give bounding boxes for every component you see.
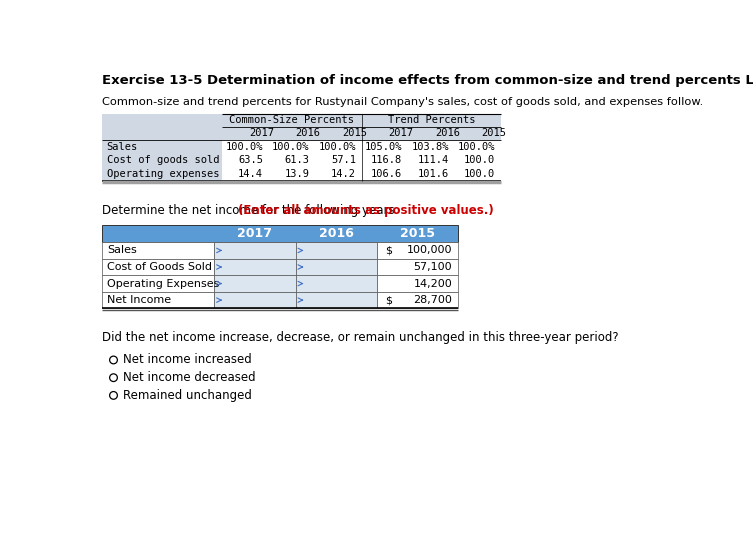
Text: 100.0%: 100.0% bbox=[272, 142, 309, 152]
Text: 116.8: 116.8 bbox=[371, 155, 402, 165]
Text: 106.6: 106.6 bbox=[371, 169, 402, 179]
Bar bbox=[377, 275, 459, 292]
Text: 2015: 2015 bbox=[342, 128, 367, 138]
Text: Exercise 13-5 Determination of income effects from common-size and trend percent: Exercise 13-5 Determination of income ef… bbox=[102, 74, 753, 87]
Bar bbox=[102, 242, 215, 259]
Bar bbox=[102, 275, 215, 292]
Bar bbox=[377, 259, 459, 275]
Text: 2016: 2016 bbox=[435, 128, 460, 138]
Text: 105.0%: 105.0% bbox=[365, 142, 402, 152]
Text: 103.8%: 103.8% bbox=[411, 142, 449, 152]
Text: 2016: 2016 bbox=[295, 128, 321, 138]
Bar bbox=[102, 154, 222, 167]
Bar bbox=[102, 114, 501, 140]
Text: 100.0: 100.0 bbox=[464, 155, 495, 165]
Text: 14.4: 14.4 bbox=[238, 169, 263, 179]
Bar bbox=[296, 242, 377, 259]
Text: 63.5: 63.5 bbox=[238, 155, 263, 165]
Text: $: $ bbox=[385, 245, 392, 255]
Text: Cost of Goods Sold: Cost of Goods Sold bbox=[107, 262, 212, 272]
Text: 14,200: 14,200 bbox=[413, 279, 452, 288]
Text: 13.9: 13.9 bbox=[285, 169, 309, 179]
Text: Trend Percents: Trend Percents bbox=[388, 115, 475, 125]
Bar bbox=[102, 140, 222, 154]
Text: Net income decreased: Net income decreased bbox=[123, 371, 255, 384]
Text: Net Income: Net Income bbox=[107, 295, 172, 305]
Text: (Enter all amounts as positive values.): (Enter all amounts as positive values.) bbox=[238, 204, 493, 217]
Bar bbox=[102, 259, 215, 275]
Bar bbox=[377, 242, 459, 259]
Text: 101.6: 101.6 bbox=[418, 169, 449, 179]
Text: 2015: 2015 bbox=[481, 128, 507, 138]
Text: Operating expenses: Operating expenses bbox=[106, 169, 219, 179]
Bar bbox=[296, 292, 377, 308]
Text: Net income increased: Net income increased bbox=[123, 354, 252, 367]
Text: Remained unchanged: Remained unchanged bbox=[123, 389, 252, 402]
Text: 61.3: 61.3 bbox=[285, 155, 309, 165]
Text: $: $ bbox=[385, 295, 392, 305]
Text: Sales: Sales bbox=[106, 142, 138, 152]
Text: 100.0%: 100.0% bbox=[319, 142, 356, 152]
Text: Cost of goods sold: Cost of goods sold bbox=[106, 155, 219, 165]
Bar bbox=[215, 275, 296, 292]
Text: 57.1: 57.1 bbox=[331, 155, 356, 165]
Text: 111.4: 111.4 bbox=[418, 155, 449, 165]
Text: Common-size and trend percents for Rustynail Company's sales, cost of goods sold: Common-size and trend percents for Rusty… bbox=[102, 97, 703, 107]
Text: 57,100: 57,100 bbox=[413, 262, 452, 272]
Text: 2015: 2015 bbox=[400, 227, 435, 240]
Text: 2017: 2017 bbox=[389, 128, 413, 138]
Bar bbox=[215, 292, 296, 308]
Text: 2017: 2017 bbox=[249, 128, 274, 138]
Bar bbox=[215, 242, 296, 259]
Text: 100.0%: 100.0% bbox=[458, 142, 495, 152]
Text: 2016: 2016 bbox=[319, 227, 354, 240]
Text: 100.0%: 100.0% bbox=[225, 142, 263, 152]
Text: Did the net income increase, decrease, or remain unchanged in this three-year pe: Did the net income increase, decrease, o… bbox=[102, 331, 618, 344]
Text: Sales: Sales bbox=[107, 245, 137, 255]
Text: 2017: 2017 bbox=[237, 227, 273, 240]
Text: 14.2: 14.2 bbox=[331, 169, 356, 179]
Text: 100.0: 100.0 bbox=[464, 169, 495, 179]
Bar bbox=[296, 275, 377, 292]
Text: 100,000: 100,000 bbox=[407, 245, 452, 255]
Bar bbox=[102, 225, 459, 242]
Text: Operating Expenses: Operating Expenses bbox=[107, 279, 220, 288]
Text: Determine the net income for the following years.: Determine the net income for the followi… bbox=[102, 204, 402, 217]
Bar bbox=[102, 167, 222, 181]
Bar bbox=[215, 259, 296, 275]
Text: Common-Size Percents: Common-Size Percents bbox=[229, 115, 354, 125]
Bar bbox=[377, 292, 459, 308]
Bar bbox=[102, 292, 215, 308]
Bar bbox=[296, 259, 377, 275]
Text: 28,700: 28,700 bbox=[413, 295, 452, 305]
